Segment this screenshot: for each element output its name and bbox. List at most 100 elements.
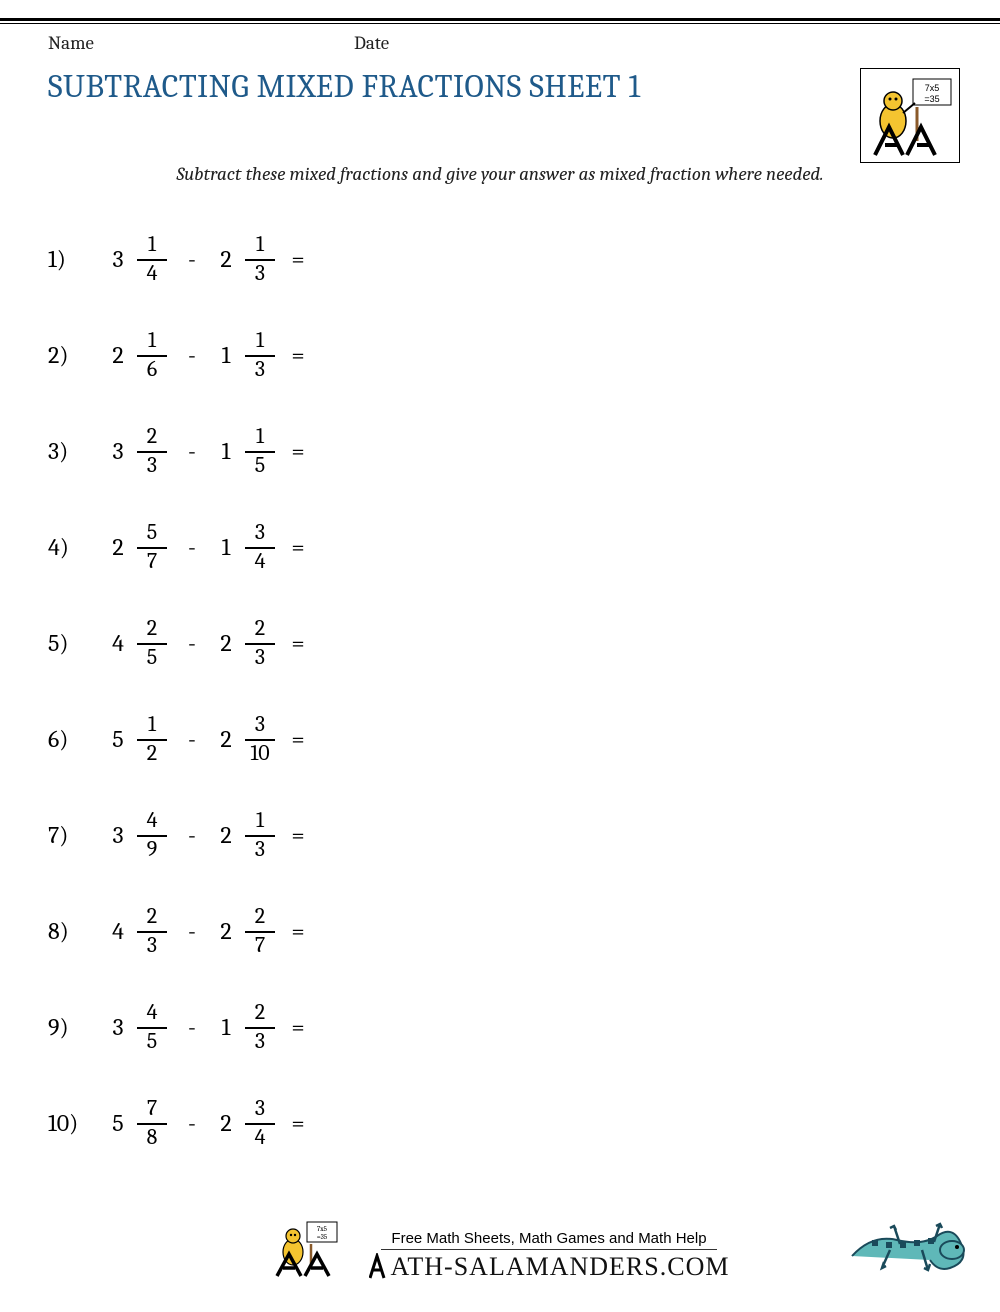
problem-row: 9)345-123=: [48, 979, 960, 1075]
question-number: 3): [48, 437, 104, 465]
equals-sign: =: [280, 1013, 316, 1041]
svg-text:=35: =35: [924, 94, 939, 104]
denominator: 3: [147, 934, 157, 957]
instructions: Subtract these mixed fractions and give …: [40, 163, 960, 185]
operand-b-fraction: 13: [240, 809, 280, 860]
operand-b-whole: 2: [212, 245, 240, 273]
operand-b-whole: 2: [212, 1109, 240, 1137]
denominator: 3: [255, 358, 265, 381]
operand-a-fraction: 57: [132, 521, 172, 572]
numerator: 4: [147, 1001, 158, 1025]
operand-a-fraction: 45: [132, 1001, 172, 1052]
operand-b-fraction: 13: [240, 329, 280, 380]
minus-sign: -: [172, 821, 212, 849]
operand-b-fraction: 34: [240, 1097, 280, 1148]
operand-a-whole: 3: [104, 821, 132, 849]
numerator: 1: [256, 233, 264, 257]
question-number: 4): [48, 533, 104, 561]
minus-sign: -: [172, 629, 212, 657]
header-text: SUBTRACTING MIXED FRACTIONS SHEET 1: [40, 68, 860, 109]
top-rule: [0, 18, 1000, 24]
problem-row: 7)349-213=: [48, 787, 960, 883]
problem-row: 2)216-113=: [48, 307, 960, 403]
operand-a-whole: 4: [104, 917, 132, 945]
denominator: 3: [255, 646, 265, 669]
denominator: 5: [147, 1030, 157, 1053]
salamander-logo-icon: 7x5 =35: [865, 73, 955, 158]
numerator: 4: [147, 809, 158, 833]
denominator: 5: [147, 646, 157, 669]
denominator: 4: [255, 550, 266, 573]
equals-sign: =: [280, 533, 316, 561]
operand-a-whole: 2: [104, 341, 132, 369]
equals-sign: =: [280, 341, 316, 369]
equals-sign: =: [280, 725, 316, 753]
equals-sign: =: [280, 437, 316, 465]
numerator: 3: [255, 521, 265, 545]
corner-logo: 7x5 =35: [860, 68, 960, 163]
equals-sign: =: [280, 629, 316, 657]
question-number: 9): [48, 1013, 104, 1041]
problem-row: 5)425-223=: [48, 595, 960, 691]
denominator: 6: [147, 358, 157, 381]
footer-logo-icon: 7x5 =35: [271, 1216, 349, 1282]
denominator: 5: [255, 454, 265, 477]
operand-b-whole: 1: [212, 437, 240, 465]
operand-b-fraction: 15: [240, 425, 280, 476]
question-number: 6): [48, 725, 104, 753]
operand-b-whole: 2: [212, 725, 240, 753]
numerator: 2: [255, 905, 265, 929]
denominator: 3: [147, 454, 157, 477]
denominator: 3: [255, 838, 265, 861]
operand-a-whole: 3: [104, 1013, 132, 1041]
operand-a-whole: 3: [104, 245, 132, 273]
denominator: 9: [147, 838, 158, 861]
numerator: 2: [147, 617, 157, 641]
minus-sign: -: [172, 1013, 212, 1041]
question-number: 1): [48, 245, 104, 273]
numerator: 5: [147, 521, 157, 545]
corner-lizard-icon: [842, 1206, 972, 1290]
meta-row: Name Date: [40, 32, 960, 54]
numerator: 1: [256, 425, 264, 449]
denominator: 2: [147, 742, 157, 765]
name-label: Name: [48, 32, 94, 54]
equals-sign: =: [280, 821, 316, 849]
problem-row: 8)423-227=: [48, 883, 960, 979]
denominator: 3: [255, 262, 265, 285]
problem-row: 3)323-115=: [48, 403, 960, 499]
numerator: 2: [255, 617, 265, 641]
operand-b-whole: 1: [212, 341, 240, 369]
minus-sign: -: [172, 1109, 212, 1137]
numerator: 3: [255, 1097, 265, 1121]
operand-a-fraction: 12: [132, 713, 172, 764]
equals-sign: =: [280, 1109, 316, 1137]
minus-sign: -: [172, 341, 212, 369]
footer-brand-text: ATH-SALAMANDERS.COM: [391, 1252, 730, 1281]
svg-text:7x5: 7x5: [317, 1225, 328, 1233]
numerator: 1: [148, 233, 156, 257]
numerator: 1: [148, 329, 156, 353]
denominator: 10: [250, 742, 269, 765]
operand-a-fraction: 49: [132, 809, 172, 860]
operand-a-fraction: 23: [132, 905, 172, 956]
problem-row: 10)578-234=: [48, 1075, 960, 1171]
denominator: 3: [255, 1030, 265, 1053]
operand-b-whole: 2: [212, 821, 240, 849]
operand-b-whole: 1: [212, 1013, 240, 1041]
numerator: 2: [147, 425, 157, 449]
svg-text:7x5: 7x5: [925, 83, 940, 93]
operand-b-fraction: 310: [240, 713, 280, 764]
denominator: 8: [147, 1126, 158, 1149]
operand-b-whole: 1: [212, 533, 240, 561]
equals-sign: =: [280, 917, 316, 945]
operand-a-whole: 5: [104, 725, 132, 753]
minus-sign: -: [172, 725, 212, 753]
numerator: 2: [255, 1001, 265, 1025]
numerator: 2: [147, 905, 157, 929]
operand-a-fraction: 78: [132, 1097, 172, 1148]
operand-b-fraction: 13: [240, 233, 280, 284]
operand-b-fraction: 23: [240, 1001, 280, 1052]
operand-b-whole: 2: [212, 917, 240, 945]
operand-a-whole: 4: [104, 629, 132, 657]
